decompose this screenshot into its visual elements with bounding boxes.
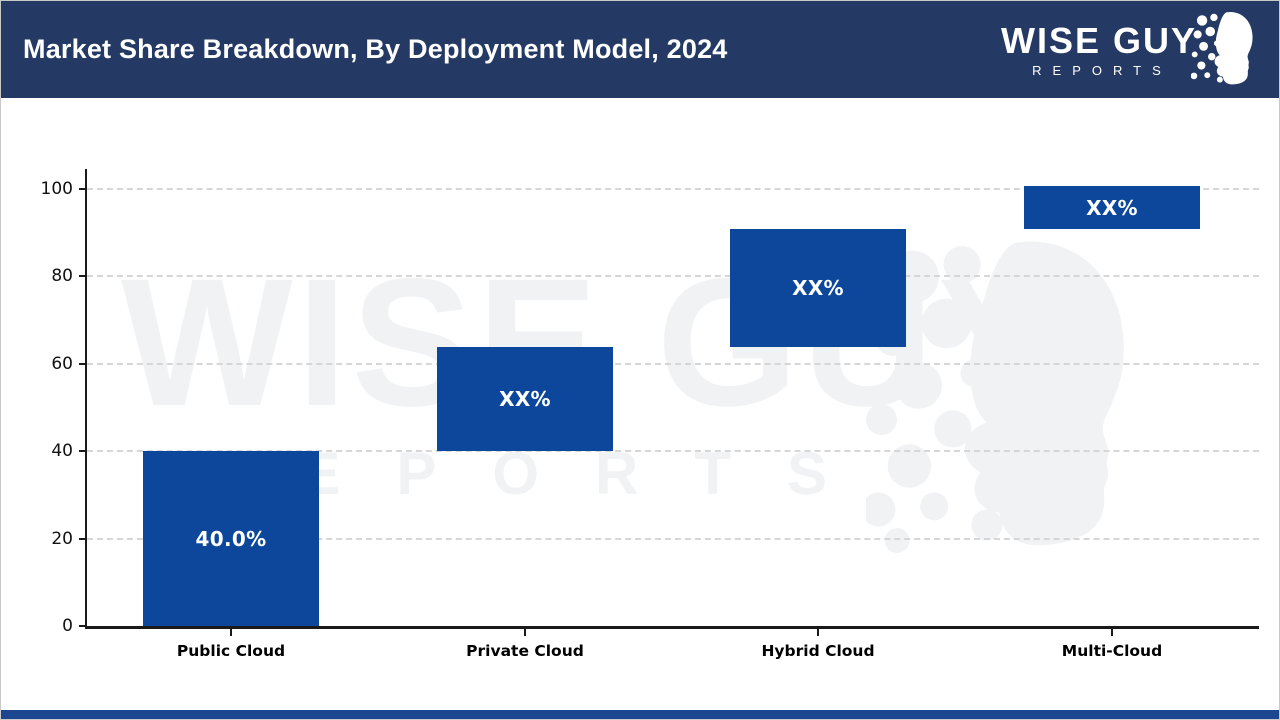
bar-value-label: 40.0% [195,526,267,551]
chart-title: Market Share Breakdown, By Deployment Mo… [23,34,728,64]
ytick-label-20: 20 [51,528,73,549]
bar-multi-cloud: XX% [1024,186,1200,229]
bar-public-cloud: 40.0% [143,451,319,626]
ytick-mark-100 [79,187,87,190]
gridline-y80 [87,275,1259,277]
gridline-y60 [87,362,1259,365]
logo-reports-text: REPORTS [1032,62,1172,78]
logo-head-icon [1191,11,1253,84]
bar-hybrid-cloud: XX% [730,228,906,348]
ytick-label-0: 0 [62,616,73,636]
xtick-mark-3 [1111,628,1113,636]
ytick-label-80: 80 [51,266,73,286]
ytick-mark-0 [79,625,87,627]
xtick-label-multi-cloud: Multi-Cloud [1061,642,1163,660]
ytick-mark-80 [79,275,87,277]
bar-value-label: XX% [792,276,844,301]
xtick-mark-1 [524,628,526,636]
xtick-mark-2 [817,628,819,636]
ytick-mark-60 [79,362,87,365]
ytick-label-60: 60 [51,353,73,374]
ytick-mark-20 [79,537,87,540]
xtick-label-public-cloud: Public Cloud [176,642,286,660]
gridline-y20 [87,537,1259,540]
watermark-head-icon [866,241,1124,553]
footer-bar [1,710,1279,719]
gridline-y40 [87,450,1259,452]
bar-value-label: XX% [1086,195,1138,220]
ytick-label-100: 100 [40,178,73,199]
xtick-label-private-cloud: Private Cloud [466,642,584,660]
header-bar: Market Share Breakdown, By Deployment Mo… [1,1,1279,98]
xtick-label-hybrid-cloud: Hybrid Cloud [761,642,875,660]
xtick-mark-0 [230,628,232,636]
ytick-mark-40 [79,450,87,452]
x-axis-line [85,626,1259,629]
logo-wiseguy-text: WISE GUY [1000,19,1197,61]
wiseguy-logo: WISE GUY REPORTS [1001,1,1279,98]
bar-private-cloud: XX% [437,347,613,451]
ytick-label-40: 40 [51,441,73,461]
bar-value-label: XX% [499,387,551,412]
gridline-y100 [87,187,1259,190]
y-axis-line [85,169,87,628]
